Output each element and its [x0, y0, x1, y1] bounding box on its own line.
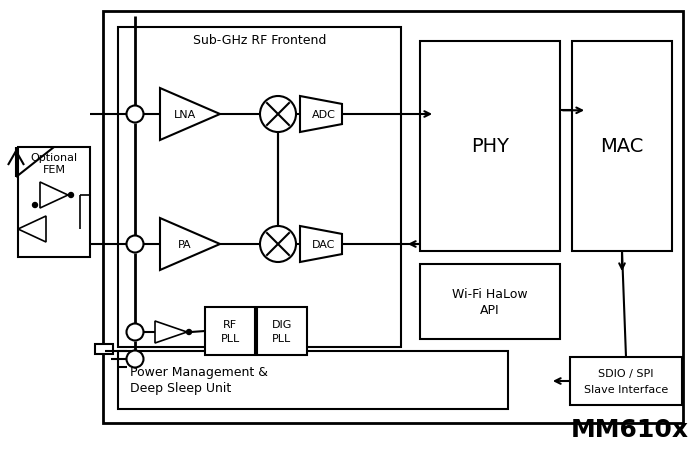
Text: Sub-GHz RF Frontend: Sub-GHz RF Frontend — [193, 34, 326, 46]
Bar — [420, 264, 560, 339]
Polygon shape — [18, 217, 46, 242]
Text: LNA: LNA — [174, 110, 196, 120]
Bar — [18, 148, 90, 257]
Text: SDIO / SPI: SDIO / SPI — [598, 368, 654, 378]
Text: FEM: FEM — [43, 165, 66, 174]
Text: Slave Interface: Slave Interface — [584, 384, 668, 394]
Text: MAC: MAC — [601, 137, 644, 156]
Bar — [570, 357, 682, 405]
Text: PHY: PHY — [471, 137, 509, 156]
Bar — [103, 12, 683, 423]
Text: PLL: PLL — [220, 333, 239, 343]
Text: PA: PA — [178, 240, 192, 249]
Text: ADC: ADC — [312, 110, 336, 120]
Text: DAC: DAC — [312, 240, 336, 249]
Circle shape — [127, 351, 144, 368]
Circle shape — [260, 97, 296, 133]
Polygon shape — [40, 183, 68, 208]
Circle shape — [32, 203, 38, 208]
Text: Deep Sleep Unit: Deep Sleep Unit — [130, 382, 231, 395]
Circle shape — [127, 236, 144, 253]
Bar — [257, 308, 307, 355]
Text: Optional: Optional — [30, 153, 78, 162]
Circle shape — [186, 330, 192, 335]
Text: PLL: PLL — [272, 333, 292, 343]
Circle shape — [69, 193, 74, 198]
Bar — [420, 42, 560, 252]
Bar — [94, 344, 113, 354]
Circle shape — [127, 324, 144, 341]
Text: DIG: DIG — [272, 319, 292, 329]
Bar — [572, 42, 672, 252]
Circle shape — [127, 106, 144, 123]
Polygon shape — [300, 226, 342, 263]
Polygon shape — [160, 89, 220, 141]
Bar — [118, 28, 401, 347]
Bar — [118, 351, 508, 409]
Circle shape — [260, 226, 296, 263]
Bar — [205, 308, 255, 355]
Text: Wi-Fi HaLow: Wi-Fi HaLow — [452, 287, 528, 300]
Polygon shape — [300, 97, 342, 133]
Polygon shape — [155, 321, 187, 343]
Text: MM610x: MM610x — [571, 417, 689, 441]
Text: API: API — [480, 303, 500, 316]
Text: RF: RF — [223, 319, 237, 329]
Polygon shape — [160, 218, 220, 270]
Text: Power Management &: Power Management & — [130, 366, 268, 379]
